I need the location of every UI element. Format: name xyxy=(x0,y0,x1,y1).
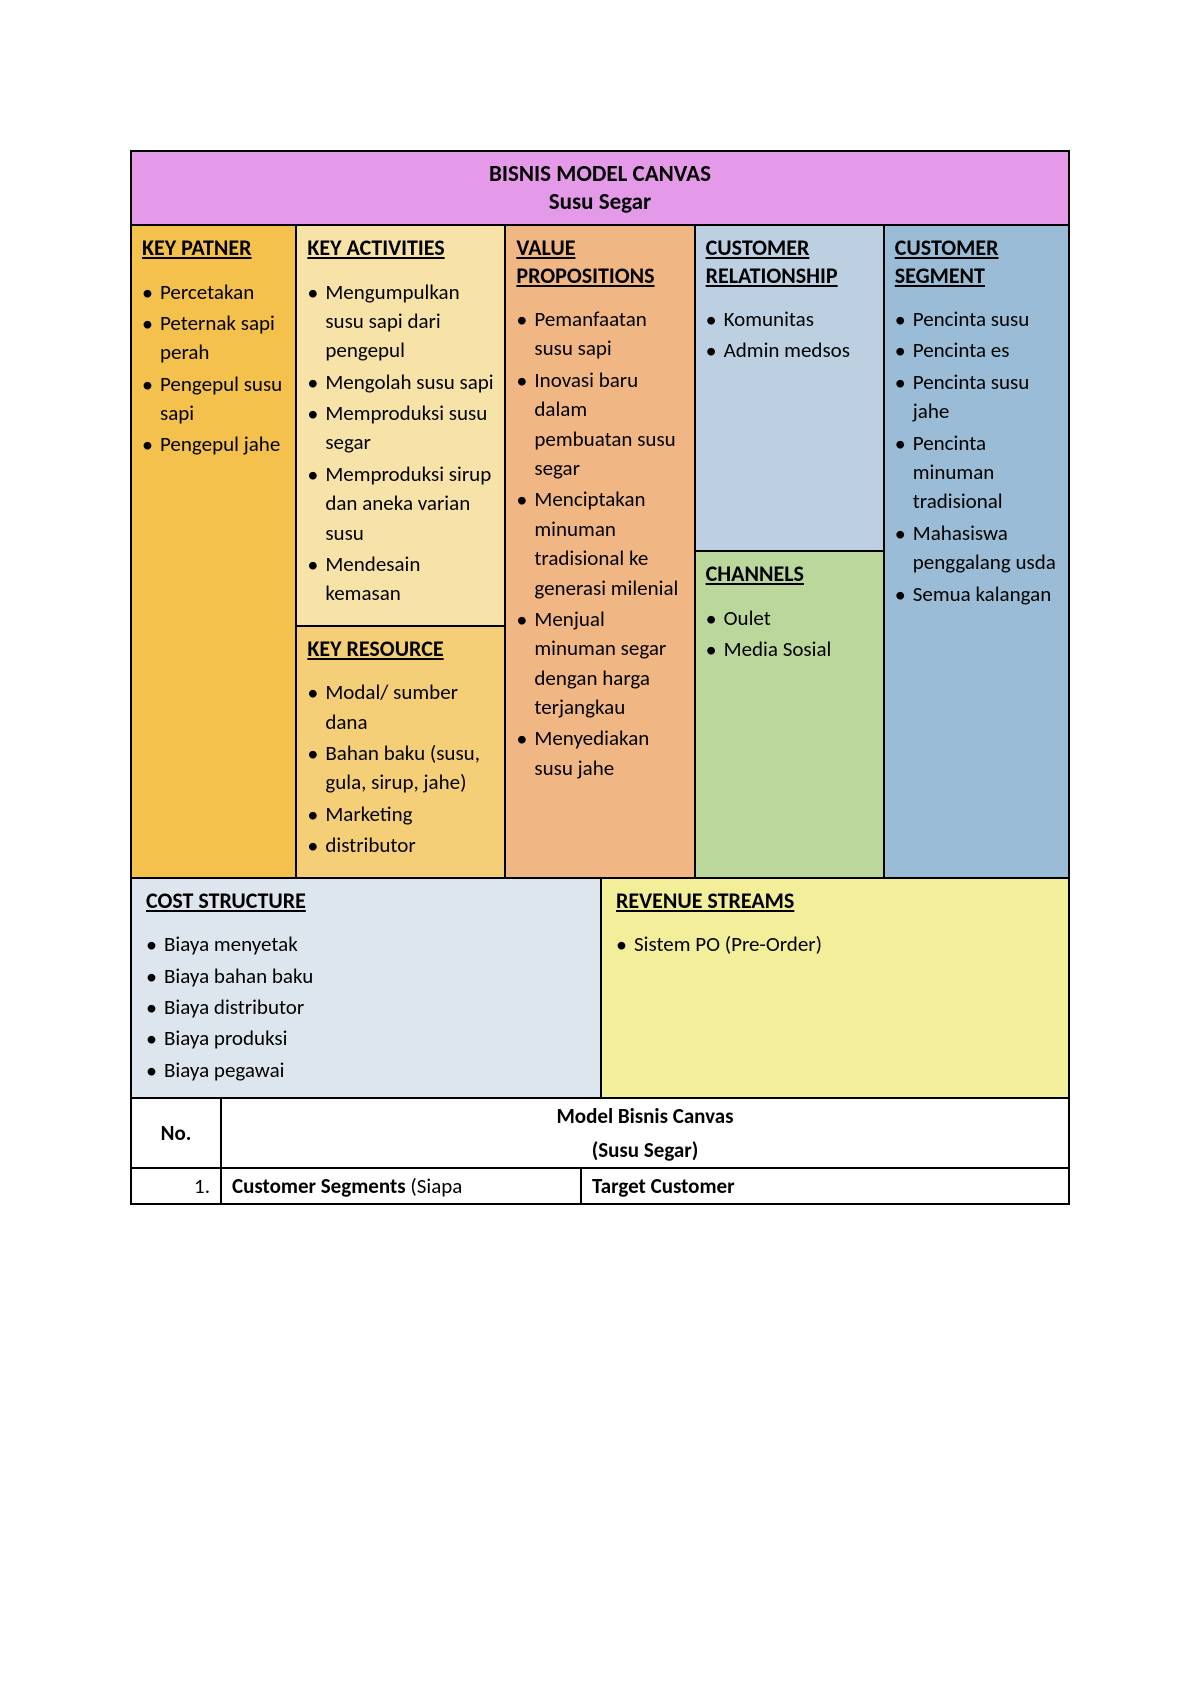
list-item: Memproduksi susu segar xyxy=(307,399,494,458)
revenue-streams-title: REVENUE STREAMS xyxy=(616,887,1054,915)
value-propositions-title: VALUE PROPOSITIONS xyxy=(516,234,683,289)
list-item: Memproduksi sirup dan aneka varian susu xyxy=(307,460,494,548)
revenue-streams-block: REVENUE STREAMS Sistem PO (Pre-Order) xyxy=(602,879,1068,1097)
list-item: Pengepul susu sapi xyxy=(142,370,285,429)
customer-segment-block: CUSTOMER SEGMENT Pencinta susuPencinta e… xyxy=(885,226,1068,877)
list-item: Biaya bahan baku xyxy=(146,962,586,991)
value-propositions-block: VALUE PROPOSITIONS Pemanfaatan susu sapi… xyxy=(506,226,695,877)
key-partner-title: KEY PATNER xyxy=(142,234,285,262)
list-item: Mengumpulkan susu sapi dari pengepul xyxy=(307,278,494,366)
customer-relationship-list: KomunitasAdmin medsos xyxy=(706,305,873,366)
customer-relationship-block: CUSTOMER RELATIONSHIP KomunitasAdmin med… xyxy=(696,226,883,552)
key-activities-title: KEY ACTIVITIES xyxy=(307,234,494,262)
list-item: distributor xyxy=(307,831,494,860)
key-activities-block: KEY ACTIVITIES Mengumpulkan susu sapi da… xyxy=(297,226,504,627)
key-resource-block: KEY RESOURCE Modal/ sumber danaBahan bak… xyxy=(297,627,504,877)
customer-relationship-title: CUSTOMER RELATIONSHIP xyxy=(706,234,873,289)
list-item: Menyediakan susu jahe xyxy=(516,724,683,783)
list-item: Biaya produksi xyxy=(146,1024,586,1053)
list-item: Biaya distributor xyxy=(146,993,586,1022)
list-item: Pencinta es xyxy=(895,336,1058,365)
canvas-header: BISNIS MODEL CANVAS Susu Segar xyxy=(132,152,1068,226)
list-item: Mengolah susu sapi xyxy=(307,368,494,397)
value-propositions-list: Pemanfaatan susu sapiInovasi baru dalam … xyxy=(516,305,683,783)
list-item: Percetakan xyxy=(142,278,285,307)
key-resource-list: Modal/ sumber danaBahan baku (susu, gula… xyxy=(307,678,494,860)
header-subtitle: Susu Segar xyxy=(132,188,1068,216)
footer-title-2: (Susu Segar) xyxy=(221,1133,1069,1168)
footer-row1-left: Customer Segments (Siapa xyxy=(221,1168,581,1204)
list-item: Pencinta susu jahe xyxy=(895,368,1058,427)
key-activities-list: Mengumpulkan susu sapi dari pengepulMeng… xyxy=(307,278,494,609)
list-item: Biaya pegawai xyxy=(146,1056,586,1085)
footer-row1-left-bold: Customer Segments xyxy=(232,1173,406,1199)
footer-row1-no: 1. xyxy=(131,1168,221,1204)
list-item: Oulet xyxy=(706,604,873,633)
header-title: BISNIS MODEL CANVAS xyxy=(132,160,1068,188)
list-item: Pencinta minuman tradisional xyxy=(895,429,1058,517)
footer-no-header: No. xyxy=(131,1099,221,1168)
list-item: Inovasi baru dalam pembuatan susu segar xyxy=(516,366,683,484)
list-item: Pengepul jahe xyxy=(142,430,285,459)
canvas-top-row: KEY PATNER PercetakanPeternak sapi perah… xyxy=(132,226,1068,879)
cost-structure-title: COST STRUCTURE xyxy=(146,887,586,915)
list-item: Admin medsos xyxy=(706,336,873,365)
footer-title-1: Model Bisnis Canvas xyxy=(221,1099,1069,1133)
key-resource-title: KEY RESOURCE xyxy=(307,635,494,663)
list-item: Peternak sapi perah xyxy=(142,309,285,368)
customer-segment-list: Pencinta susuPencinta es Pencinta susu ja… xyxy=(895,305,1058,609)
list-item: Menjual minuman segar dengan harga terja… xyxy=(516,605,683,723)
list-item: Mendesain kemasan xyxy=(307,550,494,609)
list-item: Bahan baku (susu, gula, sirup, jahe) xyxy=(307,739,494,798)
list-item: Modal/ sumber dana xyxy=(307,678,494,737)
footer-row1-left-rest: (Siapa xyxy=(406,1173,463,1199)
list-item: Biaya menyetak xyxy=(146,930,586,959)
key-activities-column: KEY ACTIVITIES Mengumpulkan susu sapi da… xyxy=(297,226,506,877)
list-item: Sistem PO (Pre-Order) xyxy=(616,930,1054,959)
footer-table: No. Model Bisnis Canvas (Susu Segar) 1. … xyxy=(130,1099,1070,1205)
list-item: Komunitas xyxy=(706,305,873,334)
list-item: Menciptakan minuman tradisional ke gener… xyxy=(516,485,683,603)
channels-title: CHANNELS xyxy=(706,560,873,588)
channels-list: OuletMedia Sosial xyxy=(706,604,873,665)
list-item: Mahasiswa penggalang usda xyxy=(895,519,1058,578)
footer-row1-right: Target Customer xyxy=(581,1168,1069,1204)
channels-block: CHANNELS OuletMedia Sosial xyxy=(696,552,883,876)
list-item: Marketing xyxy=(307,800,494,829)
list-item: Semua kalangan xyxy=(895,580,1058,609)
list-item: Media Sosial xyxy=(706,635,873,664)
list-item: Pemanfaatan susu sapi xyxy=(516,305,683,364)
list-item: Pencinta susu xyxy=(895,305,1058,334)
cost-structure-list: Biaya menyetak Biaya bahan bakuBiaya dist… xyxy=(146,930,586,1085)
canvas-bottom-row: COST STRUCTURE Biaya menyetak Biaya bahan… xyxy=(132,879,1068,1097)
key-partner-list: PercetakanPeternak sapi perahPengepul su… xyxy=(142,278,285,460)
key-partner-block: KEY PATNER PercetakanPeternak sapi perah… xyxy=(132,226,297,877)
revenue-streams-list: Sistem PO (Pre-Order) xyxy=(616,930,1054,959)
customer-segment-title: CUSTOMER SEGMENT xyxy=(895,234,1058,289)
cost-structure-block: COST STRUCTURE Biaya menyetak Biaya bahan… xyxy=(132,879,602,1097)
bmc-canvas: BISNIS MODEL CANVAS Susu Segar KEY PATNE… xyxy=(130,150,1070,1099)
customer-relationship-column: CUSTOMER RELATIONSHIP KomunitasAdmin med… xyxy=(696,226,885,877)
